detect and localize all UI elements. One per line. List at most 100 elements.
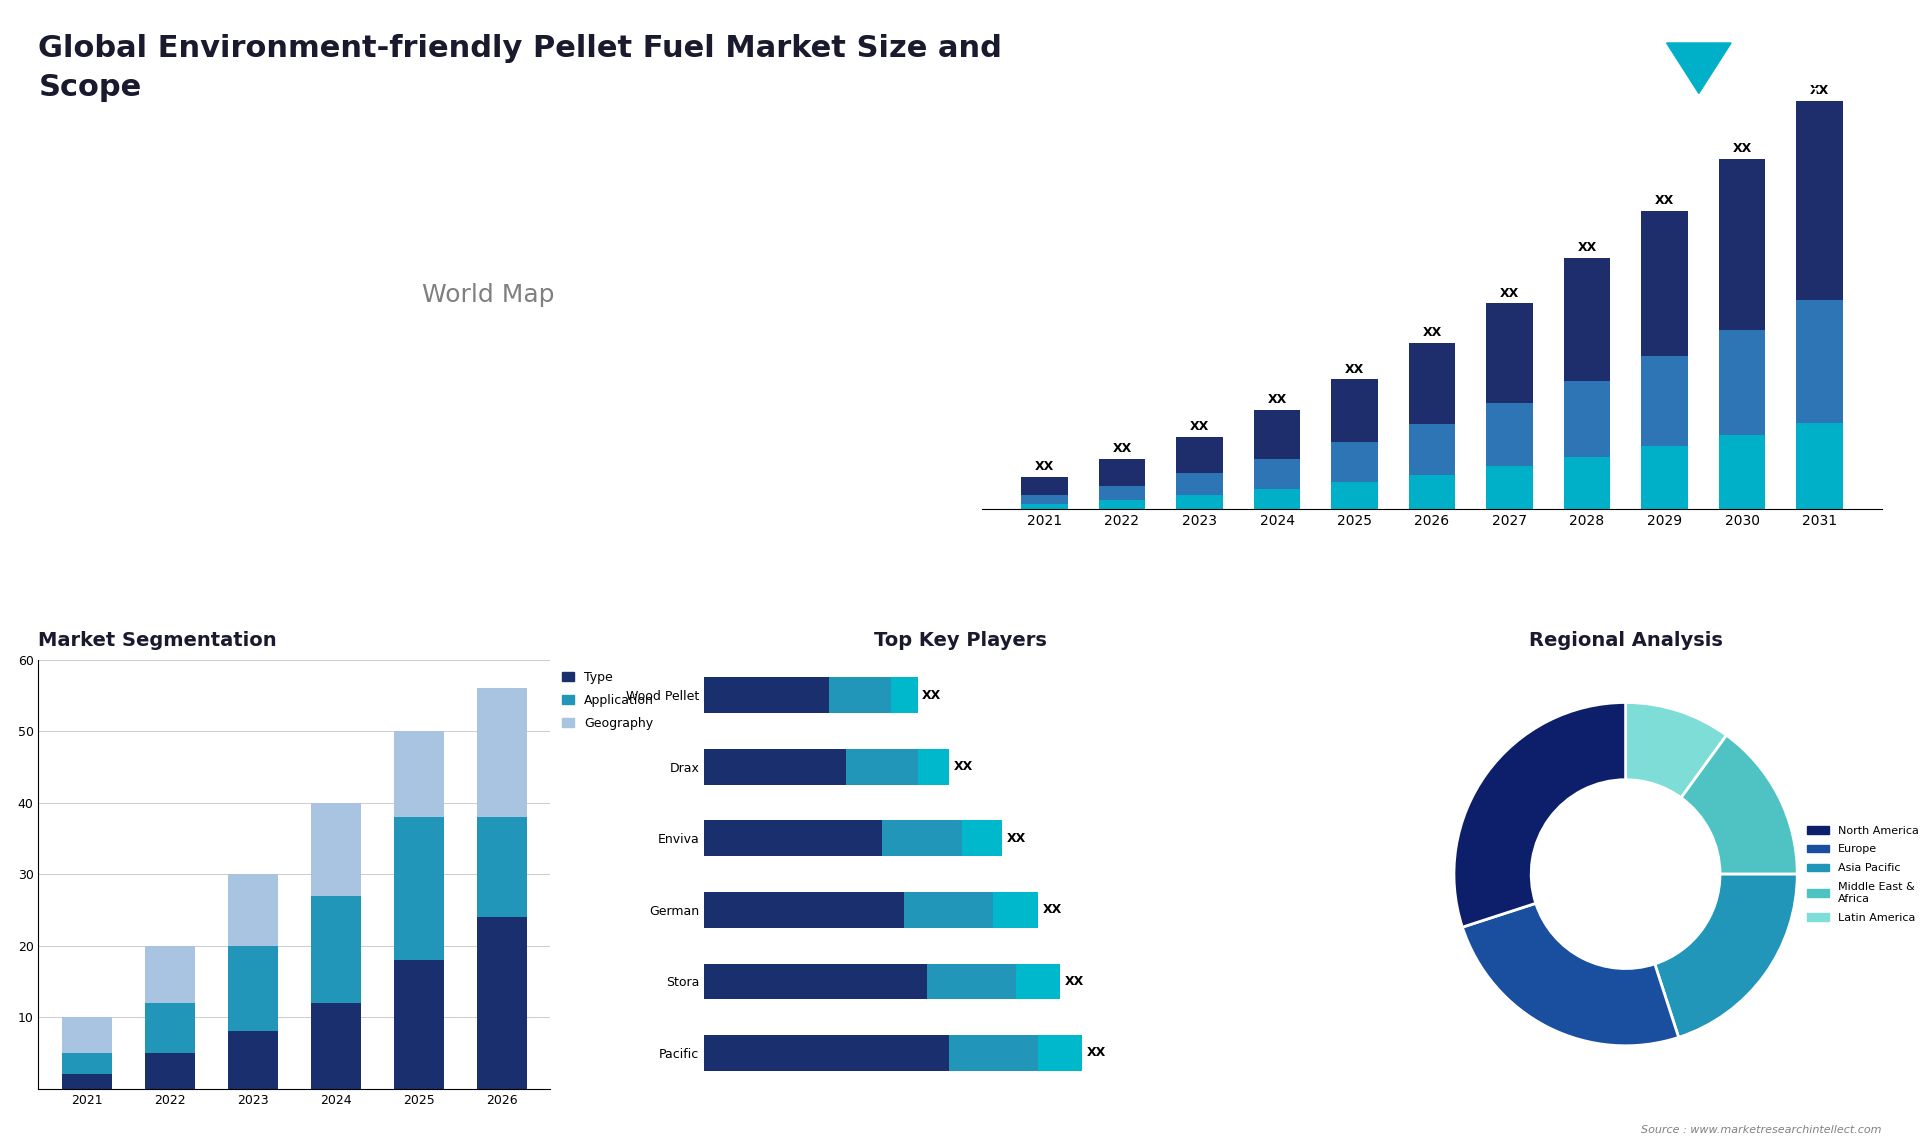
Text: XX: XX [1043,903,1062,917]
Text: XX: XX [1578,242,1597,254]
Text: XX: XX [1035,461,1054,473]
Bar [847,749,918,785]
Text: XX: XX [1190,421,1210,433]
Bar [1642,355,1688,446]
Wedge shape [1463,903,1678,1046]
Bar [1331,379,1379,442]
Bar [1563,457,1611,509]
Bar [394,817,444,960]
Text: XX: XX [1112,442,1131,455]
Bar [1642,211,1688,355]
Text: XX: XX [1087,1046,1106,1059]
Bar [1409,474,1455,509]
Bar [1254,489,1300,509]
Bar [948,1035,1039,1070]
Bar [144,1053,194,1089]
Bar [144,945,194,1003]
Wedge shape [1682,736,1797,874]
Bar [1563,258,1611,380]
Bar [228,1031,278,1089]
Wedge shape [1626,702,1726,798]
Bar [1409,343,1455,424]
Text: XX: XX [1064,975,1085,988]
Bar [1331,442,1379,482]
Text: XX: XX [1732,142,1751,155]
Wedge shape [1453,702,1626,927]
Bar [705,964,927,999]
Bar [705,677,829,713]
Text: XX: XX [1267,393,1286,407]
Bar [1797,423,1843,509]
Polygon shape [1634,42,1699,93]
Bar [228,874,278,945]
Polygon shape [1667,42,1732,93]
Bar [61,1075,111,1089]
Bar [1486,466,1532,509]
Bar [918,749,948,785]
Bar [478,688,528,817]
Text: XX: XX [1655,195,1674,207]
Bar [1016,964,1060,999]
Text: RESEARCH: RESEARCH [1761,70,1818,79]
Bar [1409,424,1455,474]
Bar [1254,410,1300,458]
Bar [1718,330,1764,435]
Legend: North America, Europe, Asia Pacific, Middle East &
Africa, Latin America: North America, Europe, Asia Pacific, Mid… [1803,821,1920,927]
Bar [829,677,891,713]
Legend: Type, Application, Geography: Type, Application, Geography [557,666,659,735]
Bar [1718,435,1764,509]
Bar [1797,299,1843,423]
Bar [1331,482,1379,509]
Text: Global Environment-friendly Pellet Fuel Market Size and
Scope: Global Environment-friendly Pellet Fuel … [38,34,1002,102]
Bar [1021,504,1068,509]
Text: XX: XX [1500,286,1519,299]
Text: MARKET: MARKET [1761,50,1807,61]
Text: XX: XX [922,689,941,701]
Bar [962,821,1002,856]
Bar [891,677,918,713]
Bar [881,821,962,856]
Text: Market Segmentation: Market Segmentation [38,630,276,650]
Bar [1642,446,1688,509]
Title: Top Key Players: Top Key Players [874,630,1046,650]
Text: XX: XX [1006,832,1025,845]
Bar [311,895,361,1003]
Text: XX: XX [954,760,973,774]
Bar [1563,380,1611,457]
Bar [1486,304,1532,402]
Bar [993,892,1039,928]
Bar [705,821,881,856]
Bar [228,945,278,1031]
Bar [478,917,528,1089]
Bar [311,802,361,895]
Bar [1021,495,1068,504]
Bar [705,1035,948,1070]
Bar [1797,101,1843,299]
Bar [1021,477,1068,495]
Bar [1098,486,1144,501]
Bar [61,1053,111,1075]
Bar [144,1003,194,1053]
Text: XX: XX [1423,327,1442,339]
Text: XX: XX [1344,362,1363,376]
Bar [478,817,528,917]
Bar [1254,458,1300,489]
Bar [394,960,444,1089]
Wedge shape [1655,874,1797,1037]
Bar [1098,458,1144,486]
Bar [705,749,847,785]
Bar [904,892,993,928]
Bar [311,1003,361,1089]
Bar [1177,495,1223,509]
Title: Regional Analysis: Regional Analysis [1528,630,1722,650]
Text: XX: XX [1811,84,1830,97]
Bar [927,964,1016,999]
Bar [1039,1035,1083,1070]
Text: World Map: World Map [422,283,555,307]
Bar [705,892,904,928]
Bar [1098,501,1144,509]
Text: Source : www.marketresearchintellect.com: Source : www.marketresearchintellect.com [1642,1124,1882,1135]
Bar [1177,437,1223,473]
Text: INTELLECT: INTELLECT [1761,88,1818,99]
Bar [1718,158,1764,330]
